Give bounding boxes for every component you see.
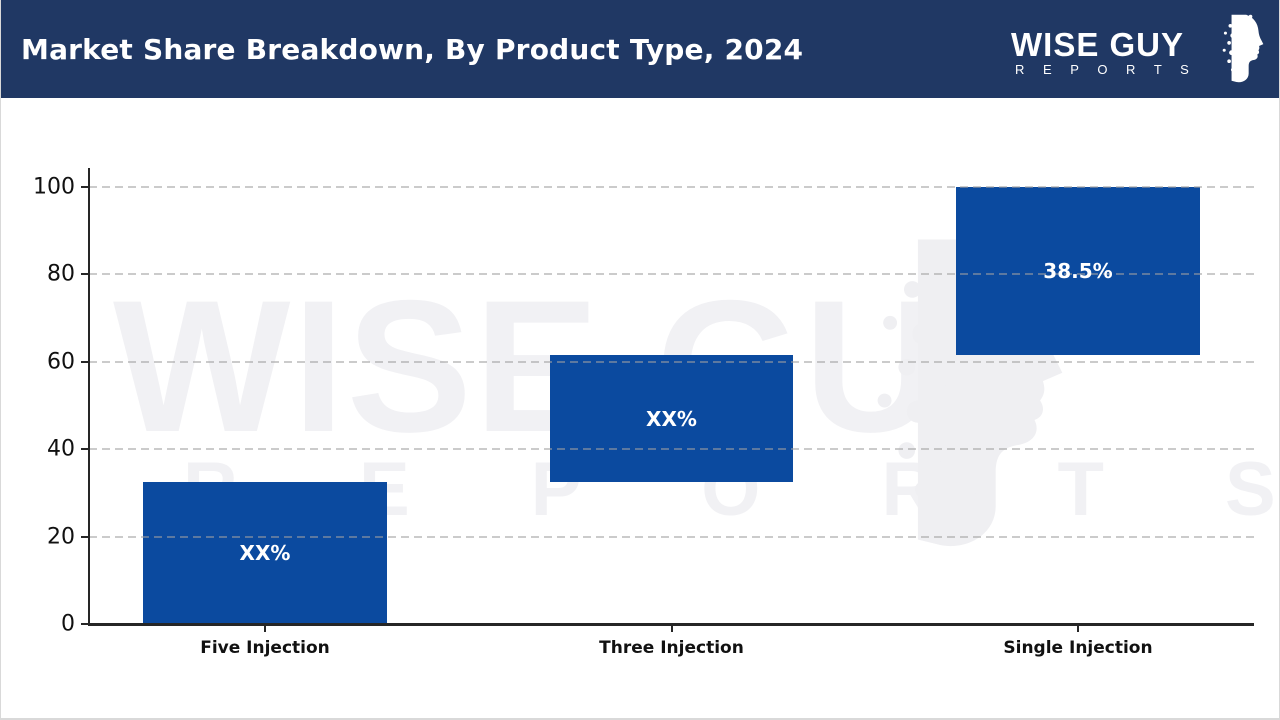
y-tick-label: 20 (47, 524, 75, 550)
y-axis-tick (81, 273, 89, 276)
y-axis-tick (81, 535, 89, 538)
bar-value-label: XX% (239, 540, 291, 565)
y-tick-label: 100 (33, 174, 75, 200)
logo-wordmark: WISE GUY (1011, 26, 1185, 63)
x-category-label: Five Injection (200, 638, 330, 658)
logo-head-icon (1222, 14, 1264, 83)
wise-guy-logo: WISE GUY R E P O R T S (1011, 6, 1267, 92)
gridline (89, 360, 1254, 363)
x-axis-tick (1076, 624, 1079, 632)
y-tick-label: 40 (47, 436, 75, 462)
y-axis-tick (81, 448, 89, 451)
y-axis-tick (81, 623, 89, 625)
gridline (89, 448, 1254, 451)
x-category-label: Three Injection (599, 638, 744, 658)
gridline (89, 535, 1254, 538)
gridline (89, 273, 1254, 276)
y-tick-label: 60 (47, 349, 75, 375)
y-tick-label: 0 (61, 611, 75, 637)
y-axis-line (88, 168, 90, 626)
y-axis-tick (81, 186, 89, 188)
y-axis-tick (81, 360, 89, 363)
waterfall-bar-chart: 0 20 40 60 80 100 XX% Five Injection XX% Three In… (1, 98, 1279, 718)
header-bar: Market Share Breakdown, By Product Type,… (1, 0, 1279, 98)
bar-value-label: XX% (646, 406, 697, 431)
y-tick-label: 80 (47, 261, 75, 287)
bar (143, 481, 387, 624)
bar-value-label: 38.5% (1043, 259, 1113, 284)
gridline (89, 186, 1254, 188)
x-axis-line (88, 623, 1254, 626)
x-axis-tick (264, 624, 266, 632)
bar (549, 355, 794, 482)
x-axis-tick (670, 624, 673, 632)
logo-reports-text: R E P O R T S (1015, 62, 1197, 77)
x-category-label: Single Injection (1003, 638, 1153, 658)
page-title: Market Share Breakdown, By Product Type,… (21, 32, 804, 66)
